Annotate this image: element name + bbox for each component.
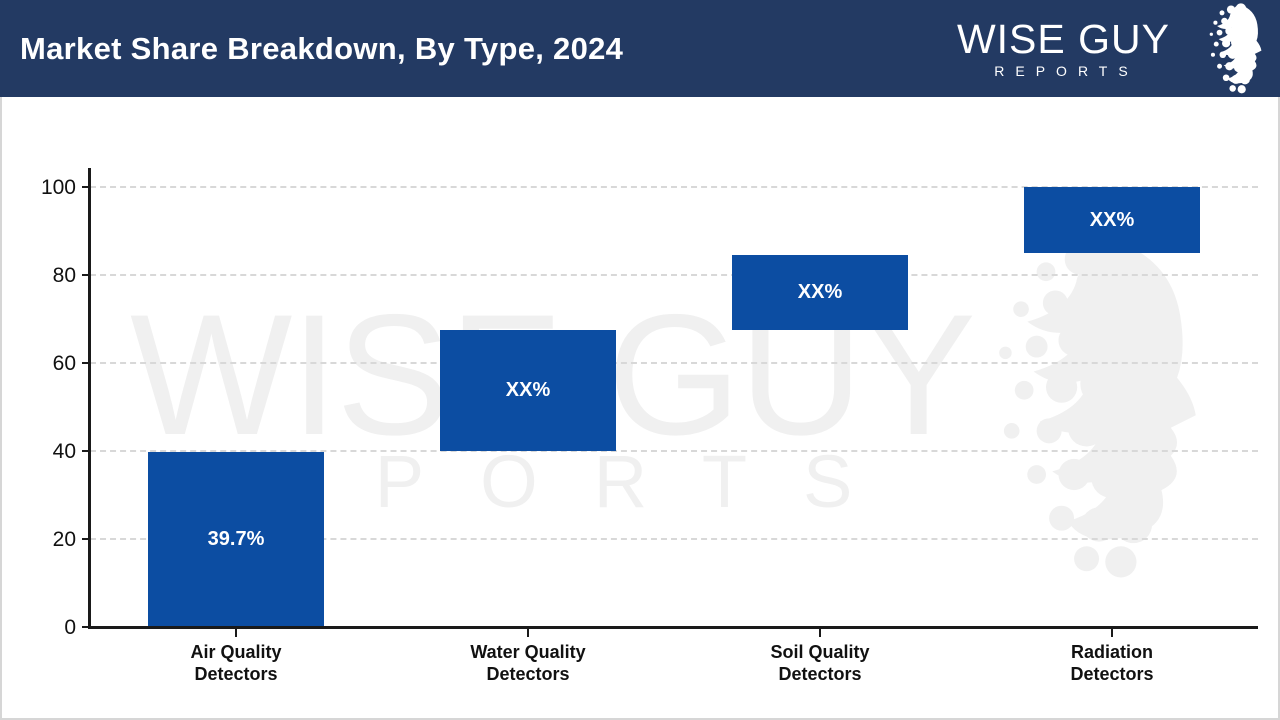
wise-guy-reports-logo: WISE GUY REPORTS: [956, 2, 1268, 95]
plot-region: 0 20 40 60 80 100 39.7% XX% XX% XX% Air Quality De…: [2, 97, 1278, 718]
x-category-label-1: Air Quality Detectors: [190, 642, 282, 684]
bar-value-label: 39.7%: [207, 528, 265, 551]
y-axis-tick-40: [82, 450, 90, 452]
y-axis: [88, 168, 91, 629]
y-tick-label-100: 100: [40, 176, 76, 199]
x-category-label-3: Soil Quality Detectors: [770, 642, 870, 684]
gridline-100: [90, 186, 1258, 188]
y-axis-tick-100: [82, 186, 90, 188]
header-bar: Market Share Breakdown, By Type, 2024 WI…: [0, 0, 1280, 97]
y-tick-label-0: 0: [64, 616, 76, 639]
gridline-40: [90, 450, 1258, 452]
bar-value-label: XX%: [797, 281, 843, 304]
x-axis-tick-3: [819, 629, 821, 637]
dotted-face-logo-icon: [1209, 2, 1262, 93]
y-axis-tick-20: [82, 538, 90, 540]
y-axis-tick-60: [82, 362, 90, 364]
x-category-label-2: Water Quality Detectors: [470, 642, 586, 684]
page-title: Market Share Breakdown, By Type, 2024: [20, 30, 624, 66]
bar-2: XX%: [440, 330, 616, 451]
bar-3: XX%: [732, 255, 908, 330]
x-axis: [88, 626, 1258, 629]
chart-area: WISE GUY REPORTS 0 20 40 60 80 100 39.7% XX% XX%…: [0, 97, 1280, 720]
logo-wordmark: WISE GUY: [956, 16, 1170, 62]
gridline-60: [90, 362, 1258, 364]
x-category-label-4: Radiation Detectors: [1070, 642, 1154, 684]
x-axis-tick-1: [235, 629, 237, 637]
bar-value-label: XX%: [1089, 208, 1135, 231]
logo-subtitle: REPORTS: [994, 63, 1139, 79]
y-axis-tick-0: [82, 626, 90, 628]
x-axis-tick-2: [527, 629, 529, 637]
y-tick-label-60: 60: [52, 352, 76, 375]
gridline-80: [90, 274, 1258, 276]
bar-4: XX%: [1024, 187, 1200, 253]
bar-1: 39.7%: [148, 452, 324, 627]
y-axis-tick-80: [82, 274, 90, 276]
y-tick-label-80: 80: [52, 264, 76, 287]
gridline-20: [90, 538, 1258, 540]
bar-value-label: XX%: [505, 379, 551, 401]
x-axis-tick-4: [1111, 629, 1113, 637]
logo-text: WISE GUY REPORTS: [956, 16, 1170, 79]
y-tick-label-40: 40: [52, 440, 76, 463]
y-tick-label-20: 20: [52, 528, 76, 551]
